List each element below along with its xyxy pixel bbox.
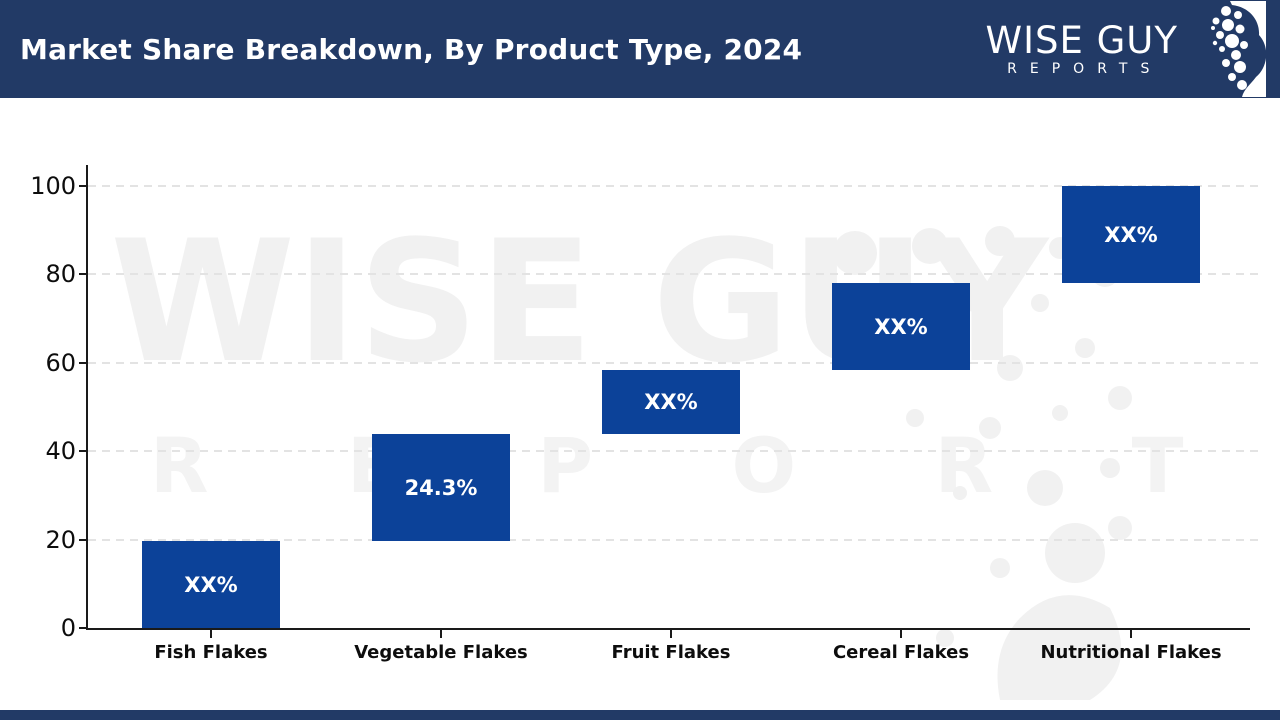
gridline-y20 (88, 538, 1264, 541)
x-tick-mark (440, 630, 442, 638)
y-tick-mark (79, 273, 88, 276)
bar-fish-flakes: XX% (142, 541, 280, 628)
y-tick-label: 100 (30, 172, 76, 200)
x-category-label: Fruit Flakes (611, 642, 731, 663)
gridline-y60 (88, 361, 1264, 364)
bar-value-label: XX% (184, 572, 238, 597)
x-tick-mark (210, 630, 212, 638)
bar-cereal-flakes: XX% (832, 283, 970, 370)
logo-wordmark-line2: REPORTS (1007, 61, 1163, 77)
bar-nutritional-flakes: XX% (1062, 186, 1200, 284)
y-tick-mark (79, 450, 88, 453)
gridline-y80 (88, 273, 1264, 276)
bar-fruit-flakes: XX% (602, 369, 740, 434)
y-tick-label: 0 (60, 614, 76, 642)
y-tick-mark (79, 538, 88, 541)
plot-area: 0 20 40 60 80 100 XX% 24.3% XX% XX% XX% Fish Flakes… (0, 98, 1280, 710)
gridline-y40 (88, 450, 1264, 453)
x-category-label: Vegetable Flakes (354, 642, 528, 663)
x-category-label: Fish Flakes (154, 642, 268, 663)
logo-wordmark: WISE GUY REPORTS (986, 22, 1178, 76)
bar-vegetable-flakes: 24.3% (372, 433, 510, 542)
wise-guy-reports-logo: WISE GUY REPORTS (986, 0, 1266, 98)
y-tick-mark (79, 627, 88, 629)
bar-value-label: XX% (874, 314, 928, 339)
x-tick-mark (1130, 630, 1132, 638)
y-tick-mark (79, 361, 88, 364)
dotted-head-icon (1211, 1, 1266, 97)
bar-value-label: XX% (1104, 222, 1158, 247)
x-tick-mark (900, 630, 902, 638)
logo-wordmark-line1: WISE GUY (985, 19, 1178, 62)
x-category-label: Cereal Flakes (832, 642, 970, 663)
x-tick-mark (670, 630, 672, 638)
y-axis-line (86, 165, 88, 630)
page-title: Market Share Breakdown, By Product Type,… (20, 32, 803, 66)
y-tick-label: 60 (45, 348, 76, 377)
y-tick-mark (79, 185, 88, 187)
y-tick-label: 40 (45, 437, 76, 466)
footer-bar (0, 710, 1280, 720)
x-axis-line (86, 628, 1250, 630)
x-category-label: Nutritional Flakes (1040, 642, 1222, 663)
y-tick-label: 80 (45, 260, 76, 289)
header-banner: Market Share Breakdown, By Product Type,… (0, 0, 1280, 98)
bar-value-label: XX% (644, 389, 698, 414)
bar-value-label: 24.3% (404, 475, 478, 500)
gridline-y100 (88, 185, 1264, 187)
y-tick-label: 20 (45, 525, 76, 554)
